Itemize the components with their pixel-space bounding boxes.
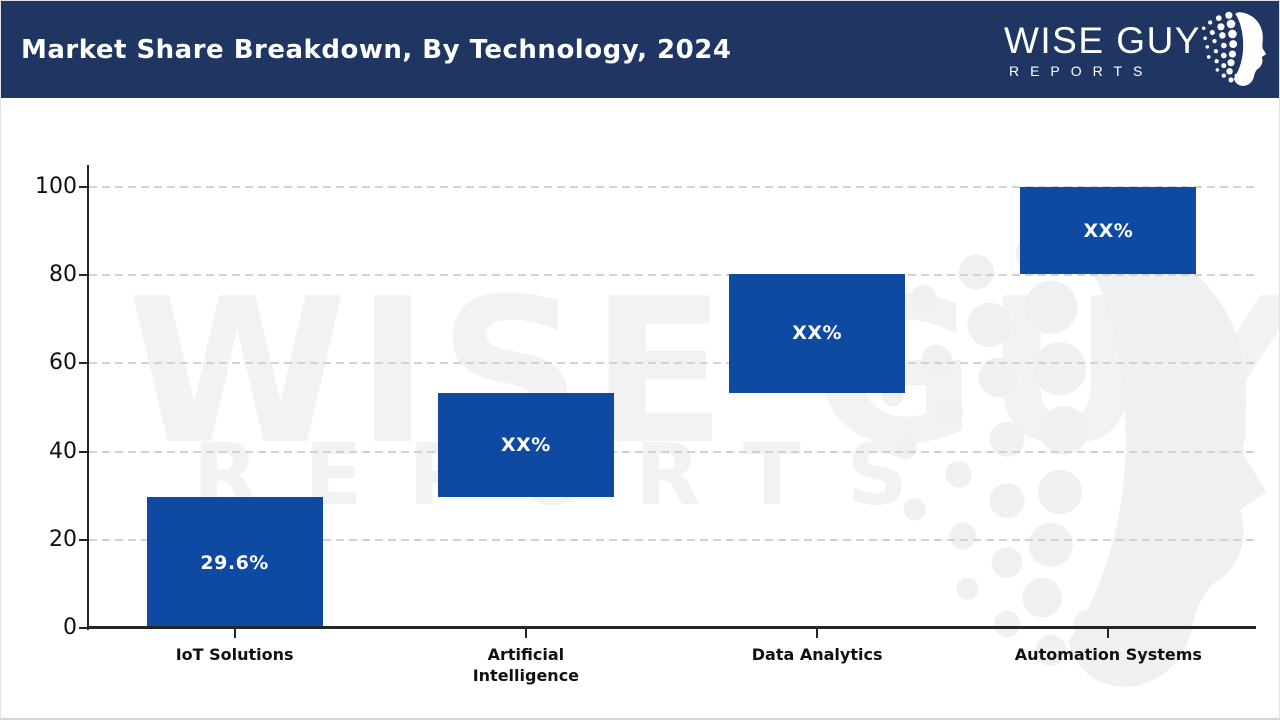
y-tick-label: 60 (49, 350, 77, 376)
y-tick-label: 100 (35, 174, 77, 200)
x-tick-label: Data Analytics (751, 645, 883, 664)
gridline (89, 362, 1254, 365)
x-axis-line (87, 626, 1256, 629)
bar: XX% (437, 392, 614, 498)
y-tick (79, 627, 87, 629)
x-tick-label: Automation Systems (1014, 645, 1202, 664)
y-tick-label: 20 (49, 526, 77, 552)
y-axis-line (87, 165, 89, 630)
x-tick (524, 629, 527, 638)
y-tick-label: 80 (49, 262, 77, 288)
bar-value-label: XX% (500, 434, 551, 456)
y-tick (79, 274, 87, 277)
bar-value-label: 29.6% (200, 551, 269, 574)
plot-area: 0 20 40 60 80 100 29.6% IoT Solutions XX% Artific… (35, 165, 1256, 685)
chart-title: Market Share Breakdown, By Technology, 2… (21, 34, 732, 65)
y-tick (79, 450, 87, 453)
x-tick (1107, 629, 1110, 638)
bar: XX% (1020, 187, 1197, 275)
y-tick (79, 186, 87, 189)
bar: XX% (729, 274, 906, 393)
y-tick (79, 538, 87, 541)
brand-subtitle: REPORTS (1008, 62, 1154, 79)
y-tick-label: 0 (63, 615, 77, 640)
brand-logo-text: WISE GUY REPORTS (1004, 22, 1201, 79)
bar-value-label: XX% (1083, 219, 1134, 242)
x-tick-label: Artificial Intelligence (472, 645, 580, 685)
y-tick (79, 362, 87, 365)
bar: 29.6% (146, 497, 323, 628)
bar-value-label: XX% (792, 322, 843, 345)
y-tick-label: 40 (49, 438, 77, 464)
header: Market Share Breakdown, By Technology, 2… (1, 1, 1279, 98)
brand-head-icon (1201, 11, 1267, 86)
brand-name: WISE GUY (1003, 19, 1201, 61)
x-tick (816, 629, 819, 638)
x-tick (233, 629, 236, 638)
gridline (89, 274, 1254, 277)
brand-logo: WISE GUY REPORTS (1004, 7, 1267, 93)
gridline (89, 450, 1254, 453)
x-tick-label: IoT Solutions (175, 645, 294, 664)
gridline (89, 538, 1254, 541)
gridline (89, 186, 1254, 189)
